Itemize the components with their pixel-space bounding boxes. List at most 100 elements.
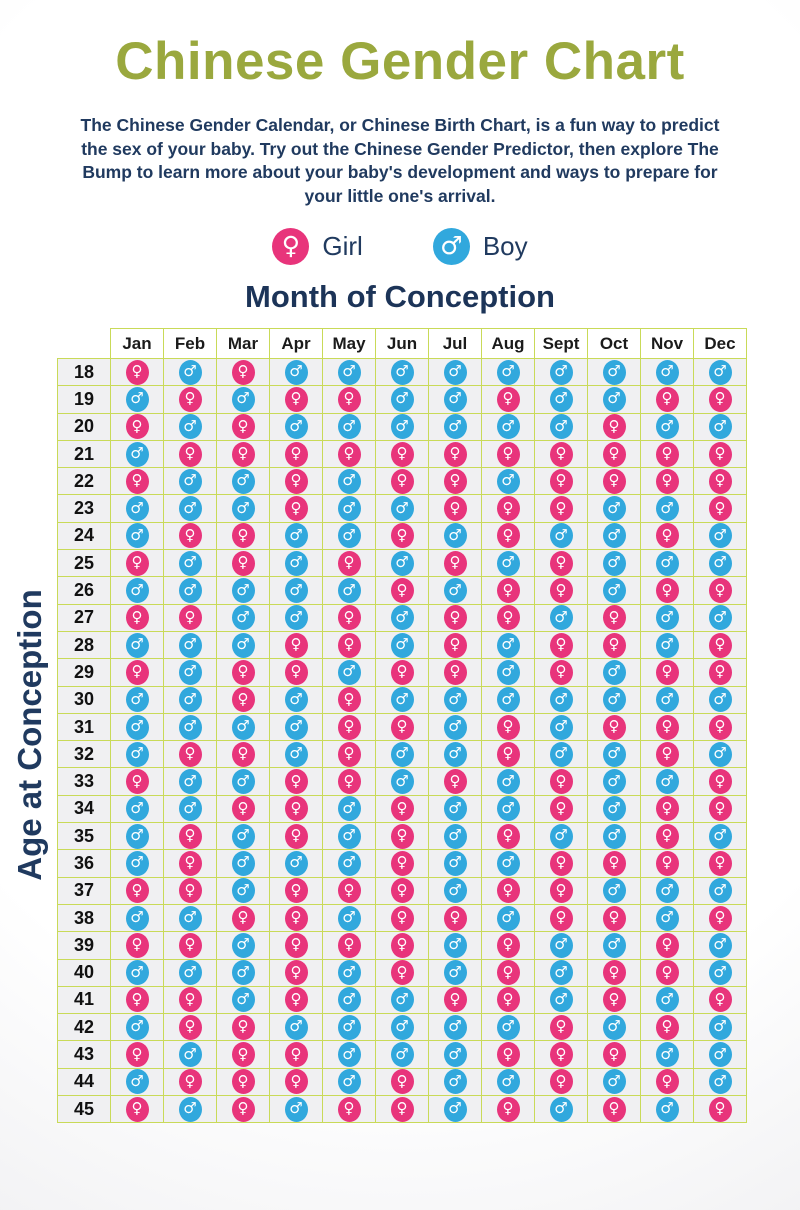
male-icon: ♂ — [443, 386, 467, 412]
gender-cell-age41-sept: ♂ — [534, 985, 588, 1015]
female-icon: ♀ — [443, 769, 467, 795]
gender-cell-age43-sept: ♀ — [534, 1040, 588, 1069]
female-icon: ♀ — [231, 1014, 255, 1040]
female-icon: ♀ — [390, 823, 414, 849]
male-icon: ♂ — [443, 578, 467, 604]
male-icon: ♂ — [284, 578, 308, 604]
male-icon: ♂ — [390, 632, 414, 658]
male-icon: ♂ — [443, 523, 467, 549]
male-icon: ♂ — [549, 960, 573, 986]
female-icon: ♀ — [390, 960, 414, 986]
gender-cell-age34-mar: ♀ — [216, 794, 270, 824]
gender-cell-age45-aug: ♀ — [481, 1095, 535, 1124]
female-icon: ♀ — [708, 905, 732, 931]
gender-cell-age28-may: ♀ — [322, 630, 376, 660]
description-text: The Chinese Gender Calendar, or Chinese … — [80, 115, 720, 206]
gender-cell-age35-jul: ♂ — [428, 822, 482, 851]
female-icon: ♀ — [602, 987, 626, 1013]
female-icon: ♀ — [602, 1096, 626, 1122]
female-icon: ♀ — [125, 878, 149, 904]
gender-cell-age32-jun: ♂ — [375, 740, 429, 769]
male-icon: ♂ — [231, 468, 255, 494]
gender-cell-age45-dec: ♀ — [693, 1095, 747, 1124]
gender-cell-age36-jun: ♀ — [375, 849, 429, 878]
female-icon: ♀ — [496, 1096, 520, 1122]
male-icon: ♂ — [337, 1069, 361, 1095]
gender-cell-age24-sept: ♂ — [534, 521, 588, 551]
gender-cell-age39-aug: ♀ — [481, 931, 535, 960]
age-row-31: 31 ♂ ♂ ♂ ♂ ♀ ♀ ♂ ♀ ♂ ♀ ♀ ♀ — [57, 712, 747, 742]
male-icon: ♂ — [443, 414, 467, 440]
gender-cell-age32-sept: ♂ — [534, 740, 588, 769]
gender-cell-age41-nov: ♂ — [640, 985, 694, 1015]
male-icon: ♂ — [602, 659, 626, 685]
gender-cell-age34-sept: ♀ — [534, 794, 588, 824]
female-icon: ♀ — [443, 659, 467, 685]
female-icon: ♀ — [496, 441, 520, 467]
gender-cell-age30-feb: ♂ — [163, 685, 217, 714]
gender-cell-age41-dec: ♀ — [693, 985, 747, 1015]
female-icon: ♀ — [602, 714, 626, 740]
female-icon: ♀ — [496, 1042, 520, 1068]
female-icon: ♀ — [602, 468, 626, 494]
age-label-36: 36 — [57, 849, 111, 878]
male-icon: ♂ — [125, 632, 149, 658]
male-icon: ♂ — [284, 1014, 308, 1040]
gender-cell-age22-mar: ♂ — [216, 467, 270, 496]
male-icon: ♂ — [178, 550, 202, 576]
gender-cell-age45-jun: ♀ — [375, 1095, 429, 1124]
age-row-40: 40 ♂ ♂ ♂ ♀ ♂ ♀ ♂ ♀ ♂ ♀ ♀ ♂ — [57, 958, 747, 987]
gender-cell-age22-jul: ♀ — [428, 467, 482, 496]
gender-cell-age42-dec: ♂ — [693, 1013, 747, 1042]
gender-cell-age19-feb: ♀ — [163, 385, 217, 414]
age-row-27: 27 ♀ ♀ ♂ ♂ ♀ ♂ ♀ ♀ ♂ ♀ ♂ ♂ — [57, 603, 747, 632]
female-icon: ♀ — [390, 523, 414, 549]
gender-cell-age36-aug: ♂ — [481, 849, 535, 878]
female-icon: ♀ — [549, 659, 573, 685]
month-of-conception-heading: Month of Conception — [245, 279, 555, 314]
female-icon: ♀ — [284, 468, 308, 494]
gender-cell-age19-jan: ♂ — [110, 385, 164, 414]
male-icon: ♂ — [390, 386, 414, 412]
age-row-20: 20 ♀ ♂ ♀ ♂ ♂ ♂ ♂ ♂ ♂ ♀ ♂ ♂ — [57, 412, 747, 441]
female-icon: ♀ — [178, 850, 202, 876]
gender-cell-age41-may: ♂ — [322, 985, 376, 1015]
female-icon: ♀ — [125, 659, 149, 685]
gender-cell-age38-mar: ♀ — [216, 903, 270, 933]
gender-cell-age43-may: ♂ — [322, 1040, 376, 1069]
gender-cell-age42-jul: ♂ — [428, 1013, 482, 1042]
female-icon: ♀ — [390, 441, 414, 467]
female-icon: ♀ — [178, 823, 202, 849]
gender-cell-age23-mar: ♂ — [216, 494, 270, 523]
gender-cell-age34-oct: ♂ — [587, 794, 641, 824]
gender-cell-age26-jun: ♀ — [375, 576, 429, 605]
gender-cell-age45-oct: ♀ — [587, 1095, 641, 1124]
gender-cell-age27-nov: ♂ — [640, 603, 694, 632]
female-icon: ♀ — [337, 687, 361, 713]
gender-cell-age34-aug: ♂ — [481, 794, 535, 824]
male-icon: ♂ — [125, 823, 149, 849]
female-icon: ♀ — [708, 441, 732, 467]
male-icon: ♂ — [337, 823, 361, 849]
female-icon: ♀ — [496, 878, 520, 904]
female-icon: ♀ — [655, 741, 679, 767]
female-icon: ♀ — [602, 605, 626, 631]
gender-cell-age23-aug: ♀ — [481, 494, 535, 523]
gender-cell-age26-apr: ♂ — [269, 576, 323, 605]
male-icon: ♂ — [443, 796, 467, 822]
male-icon: ♂ — [496, 796, 520, 822]
gender-cell-age37-feb: ♀ — [163, 876, 217, 905]
gender-cell-age33-jul: ♀ — [428, 767, 482, 796]
male-icon: ♂ — [284, 741, 308, 767]
male-icon: ♂ — [549, 823, 573, 849]
gender-cell-age37-apr: ♀ — [269, 876, 323, 905]
female-icon: ♀ — [231, 414, 255, 440]
female-icon: ♀ — [390, 905, 414, 931]
gender-cell-age26-may: ♂ — [322, 576, 376, 605]
age-row-37: 37 ♀ ♀ ♂ ♀ ♀ ♀ ♂ ♀ ♀ ♂ ♂ ♂ — [57, 876, 747, 905]
gender-cell-age27-sept: ♂ — [534, 603, 588, 632]
male-icon: ♂ — [125, 496, 149, 522]
gender-cell-age32-jan: ♂ — [110, 740, 164, 769]
age-label-29: 29 — [57, 658, 111, 687]
female-icon: ♀ — [178, 878, 202, 904]
